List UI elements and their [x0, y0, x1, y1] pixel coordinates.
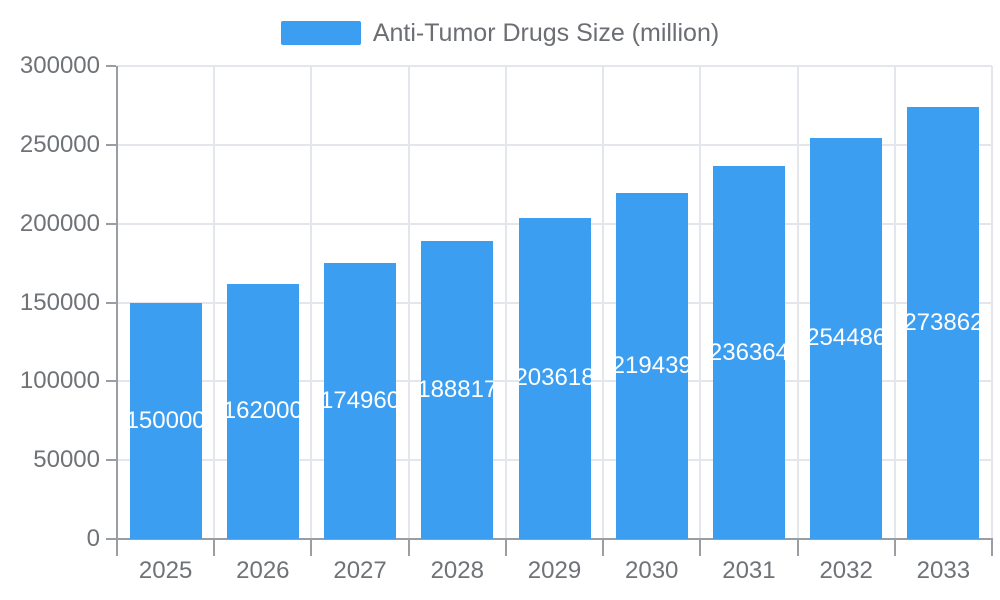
y-axis-tick-label: 0: [86, 525, 100, 552]
y-axis-tick: [106, 538, 116, 540]
gridline-vertical: [796, 66, 799, 539]
x-axis-tick: [893, 539, 896, 556]
bar-value-label: 174960: [324, 387, 397, 415]
x-axis-line: [116, 538, 993, 540]
x-axis-tick: [116, 539, 118, 556]
bar[interactable]: 236364: [712, 166, 785, 539]
bar-value-label: 254486: [810, 324, 883, 352]
gridline-vertical: [893, 66, 896, 539]
bar[interactable]: 150000: [129, 302, 202, 539]
x-axis-tick-label: 2027: [333, 557, 387, 584]
y-axis-tick-label: 200000: [19, 209, 100, 237]
bar-value-label: 273862: [907, 309, 980, 337]
legend[interactable]: Anti-Tumor Drugs Size (million): [0, 18, 1000, 48]
x-axis-tick: [796, 539, 799, 556]
y-axis-tick: [106, 222, 116, 225]
x-axis-tick-label: 2031: [722, 557, 776, 584]
x-axis-tick: [991, 539, 993, 556]
bar[interactable]: 188817: [421, 241, 494, 539]
y-axis-tick-label: 50000: [33, 446, 100, 474]
x-axis-tick-label: 2033: [916, 557, 971, 584]
gridline-horizontal: [117, 65, 992, 67]
bar-value-label: 188817: [421, 376, 494, 404]
x-axis-tick-label: 2032: [819, 557, 873, 584]
gridline-vertical: [310, 66, 313, 539]
bar[interactable]: 174960: [324, 263, 397, 539]
gridline-vertical: [602, 66, 605, 539]
gridline-vertical: [991, 66, 993, 539]
gridline-vertical: [213, 66, 216, 539]
x-axis-tick-label: 2030: [625, 557, 679, 584]
gridline-vertical: [504, 66, 507, 539]
x-axis-tick: [407, 539, 410, 556]
y-axis-tick: [106, 380, 116, 383]
y-axis-line: [116, 66, 118, 539]
gridline-horizontal: [117, 143, 992, 146]
bar[interactable]: 162000: [226, 283, 299, 539]
x-axis-tick-label: 2029: [527, 557, 582, 584]
x-axis-tick-label: 2028: [430, 557, 484, 584]
bar-value-label: 203618: [518, 364, 591, 392]
y-axis-tick-label: 100000: [19, 367, 100, 395]
bar-value-label: 219439: [615, 352, 688, 379]
x-axis-tick: [504, 539, 507, 556]
gridline-vertical: [699, 66, 702, 539]
y-axis-tick-label: 250000: [19, 130, 100, 158]
x-axis-tick: [602, 539, 605, 556]
y-axis-tick-label: 300000: [19, 52, 100, 79]
x-axis-tick-label: 2025: [138, 557, 193, 584]
y-axis-tick: [106, 143, 116, 146]
bar[interactable]: 219439: [615, 193, 688, 539]
y-axis-tick: [106, 65, 116, 67]
gridline-vertical: [407, 66, 410, 539]
legend-label: Anti-Tumor Drugs Size (million): [372, 19, 720, 47]
bar[interactable]: 273862: [907, 107, 980, 539]
bar-value-label: 162000: [226, 397, 299, 425]
bar[interactable]: 203618: [518, 217, 591, 539]
x-axis-tick: [310, 539, 313, 556]
x-axis-tick: [699, 539, 702, 556]
y-axis-tick: [106, 301, 116, 304]
bar-value-label: 236364: [712, 338, 785, 366]
y-axis-tick: [106, 459, 116, 462]
x-axis-tick-label: 2026: [236, 557, 290, 584]
bar[interactable]: 254486: [810, 137, 883, 539]
legend-marker-swatch: [280, 21, 361, 45]
bar-value-label: 150000: [129, 406, 202, 434]
y-axis-tick-label: 150000: [19, 288, 100, 316]
x-axis-tick: [213, 539, 216, 556]
